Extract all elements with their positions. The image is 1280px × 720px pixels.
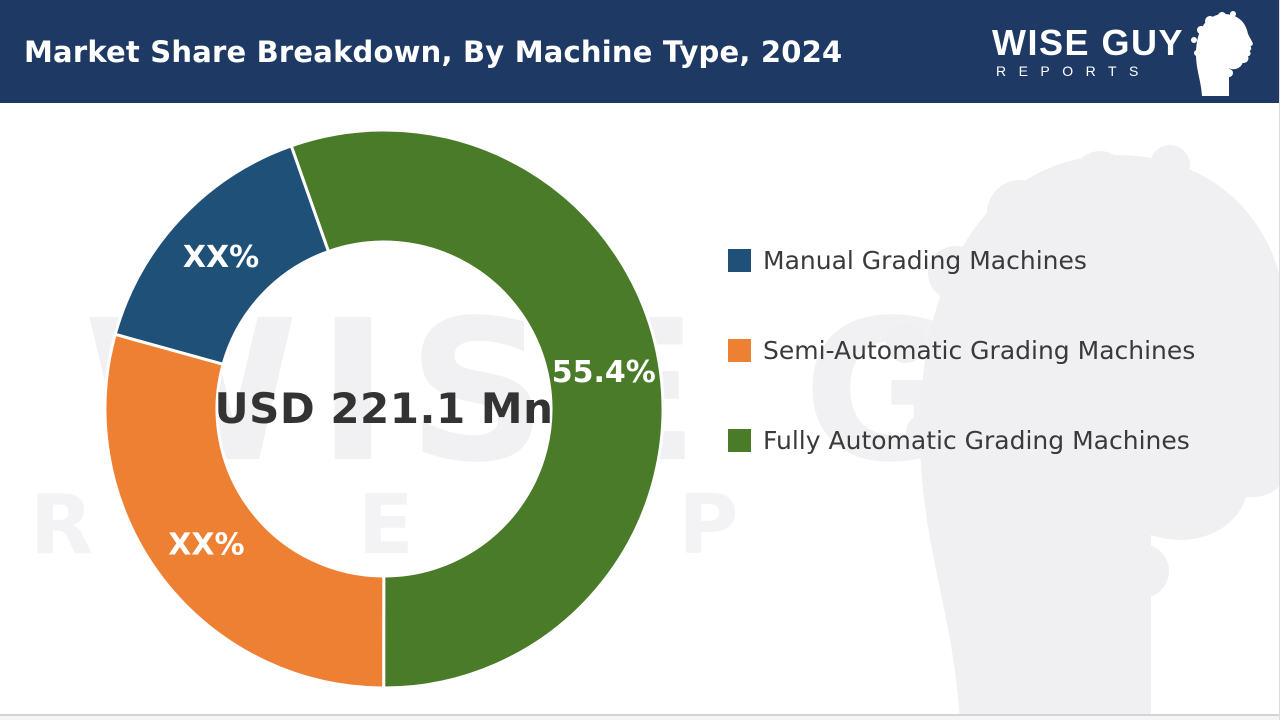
page-title: Market Share Breakdown, By Machine Type,… [24, 34, 843, 69]
legend-item-fully-automatic: Fully Automatic Grading Machines [728, 425, 1195, 455]
legend-item-semi-automatic: Semi-Automatic Grading Machines [728, 335, 1196, 365]
footer-divider [0, 714, 1279, 716]
header-bar: Market Share Breakdown, By Machine Type,… [0, 0, 1279, 103]
donut-chart: XX% XX% 55.4% [103, 128, 665, 690]
donut-segment-label-3: 55.4% [552, 355, 656, 390]
legend-swatch-fully-automatic [728, 428, 751, 452]
wise-guy-logo: WISE GUY REPORTS [992, 8, 1254, 96]
logo-wordmark: WISE GUY [991, 22, 1184, 63]
footer-strip [0, 716, 1279, 720]
donut-center-value: USD 221.1 Mn [214, 384, 554, 433]
dotted-head-icon [1191, 10, 1253, 96]
legend-label-manual: Manual Grading Machines [763, 245, 1087, 275]
logo-text: WISE GUY REPORTS [991, 22, 1184, 79]
legend-item-manual: Manual Grading Machines [728, 245, 1195, 275]
chart-legend: Manual Grading Machines Semi-Automatic G… [728, 246, 1195, 516]
legend-swatch-manual [728, 248, 751, 272]
watermark-head-dots [886, 145, 1279, 714]
legend-swatch-semi-automatic [728, 338, 751, 362]
donut-segment-3 [289, 128, 665, 690]
legend-label-fully-automatic: Fully Automatic Grading Machines [763, 425, 1190, 455]
chart-area: WISE GUY R E P O R T S XX%XX%55.4% USD 2… [0, 103, 1279, 714]
legend-label-semi-automatic: Semi-Automatic Grading Machines [763, 335, 1196, 365]
donut-segment-1 [113, 144, 331, 366]
logo-subtitle: REPORTS [995, 63, 1151, 79]
donut-segment-2 [103, 332, 386, 690]
donut-segment-label-1: XX% [183, 240, 259, 275]
donut-segment-label-2: XX% [168, 527, 244, 562]
